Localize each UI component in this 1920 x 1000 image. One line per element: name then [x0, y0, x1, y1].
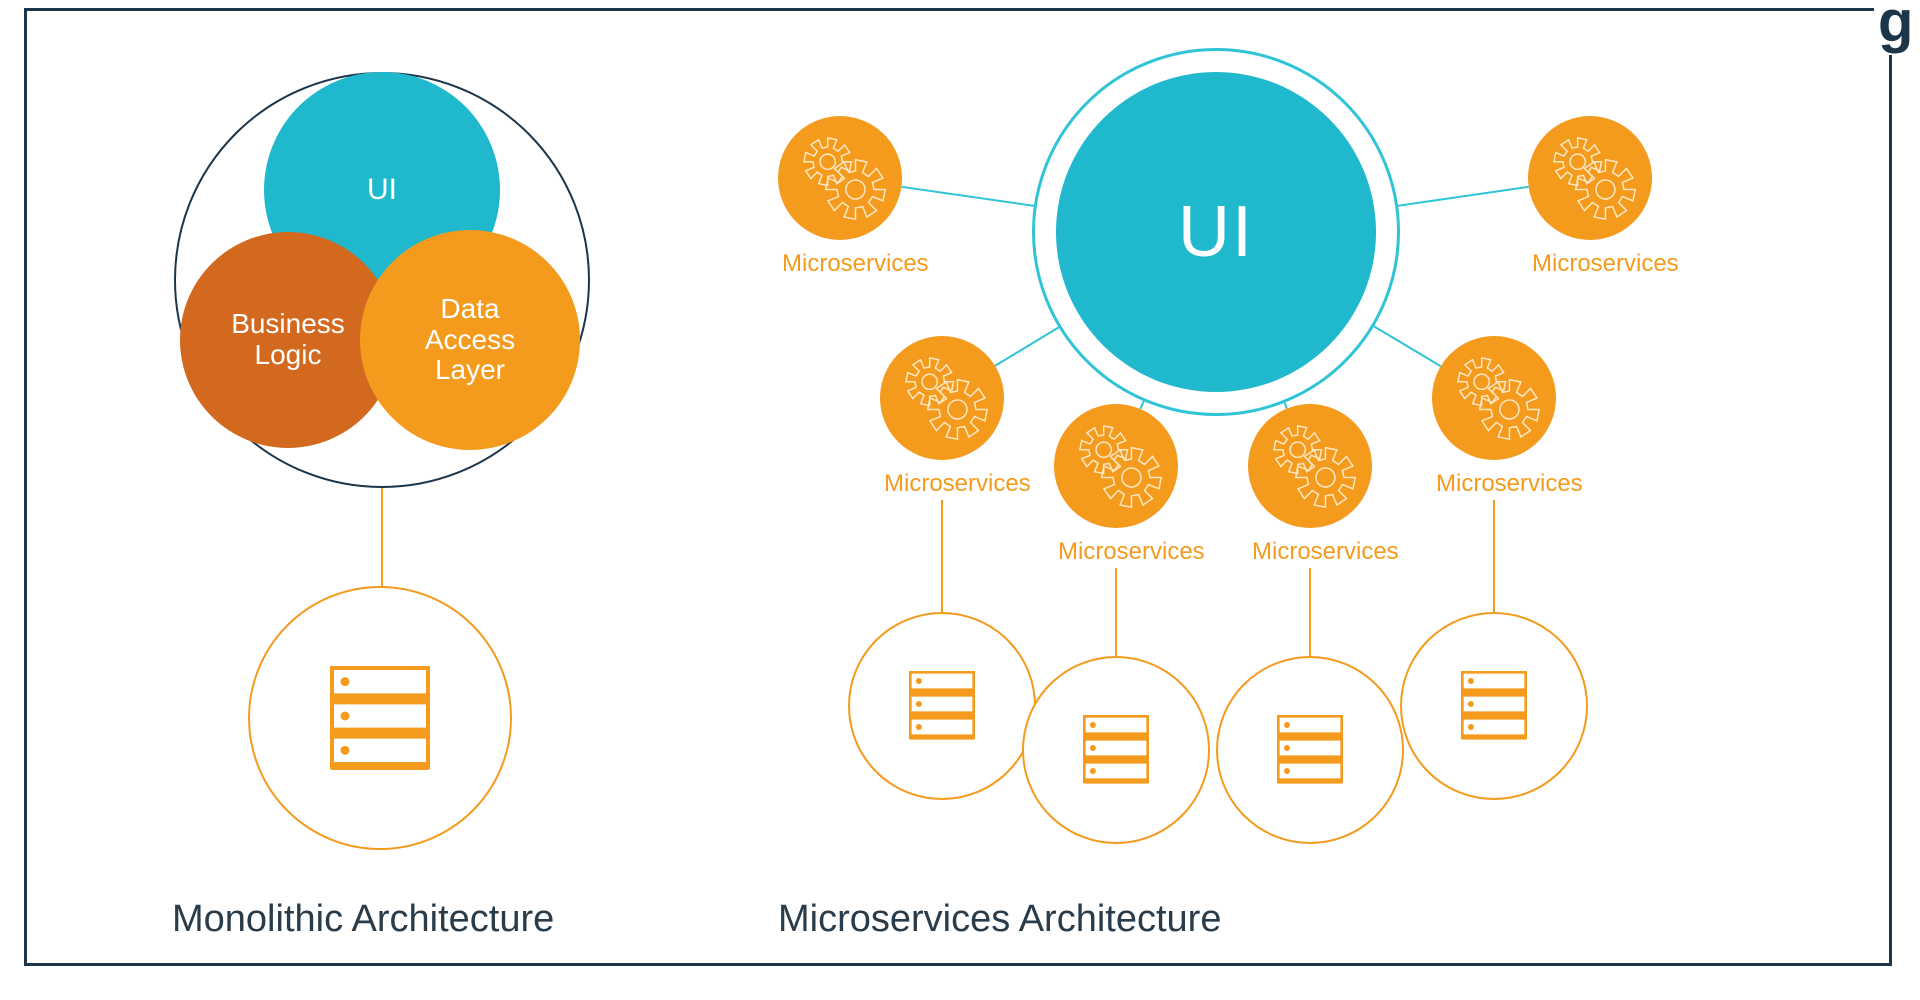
microservice-node — [1248, 404, 1372, 528]
microservice-label: Microservices — [884, 470, 1031, 498]
microservices-ui-label: UI — [1178, 191, 1254, 273]
microservice-node — [778, 116, 902, 240]
microservice-label: Microservices — [1532, 250, 1679, 278]
gears-icon — [790, 126, 889, 230]
microservice-node — [1432, 336, 1556, 460]
microservice-label: Microservices — [1436, 470, 1583, 498]
microservice-label: Microservices — [1252, 538, 1399, 566]
gears-icon — [1260, 414, 1359, 518]
microservices-title: Microservices Architecture — [778, 898, 1221, 941]
microservice-node — [880, 336, 1004, 460]
monolith-data-access-circle: DataAccessLayer — [360, 230, 580, 450]
monolith-ui-label: UI — [367, 173, 397, 207]
gears-icon — [1066, 414, 1165, 518]
gears-icon — [892, 346, 991, 450]
microservice-label: Microservices — [1058, 538, 1205, 566]
logo-glyph: g — [1874, 0, 1917, 55]
monolith-bl-label: BusinessLogic — [231, 309, 345, 371]
database-icon — [1083, 715, 1149, 790]
microservices-ui-circle: UI — [1056, 72, 1376, 392]
database-icon — [909, 671, 975, 746]
gears-icon — [1540, 126, 1639, 230]
database-icon — [1461, 671, 1527, 746]
microservice-node — [1528, 116, 1652, 240]
database-icon — [330, 666, 430, 775]
microservice-label: Microservices — [782, 250, 929, 278]
database-icon — [1277, 715, 1343, 790]
diagram-root: { "canvas": { "width": 1920, "height": 1… — [0, 0, 1920, 1000]
gears-icon — [1444, 346, 1543, 450]
microservice-node — [1054, 404, 1178, 528]
monolith-dal-label: DataAccessLayer — [425, 294, 515, 386]
monolith-title: Monolithic Architecture — [172, 898, 554, 941]
